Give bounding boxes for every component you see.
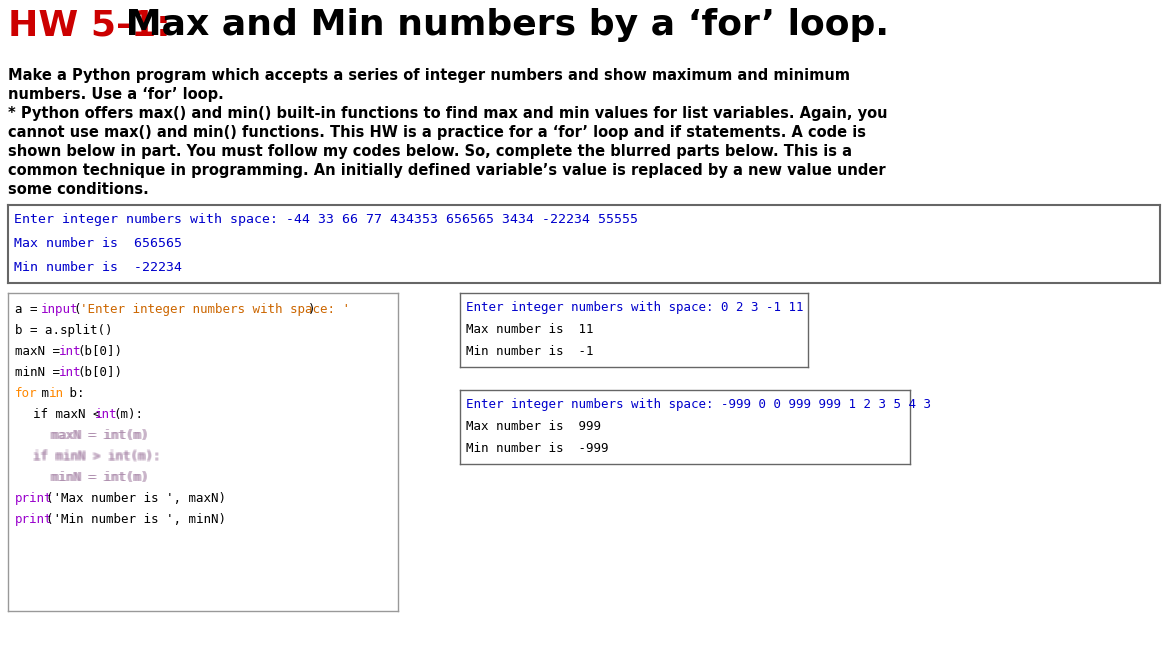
Text: maxN = int(m): maxN = int(m) (52, 429, 150, 442)
Text: if minN > int(m):: if minN > int(m): (34, 450, 162, 463)
Text: * Python offers max() and min() built-in functions to find max and min values fo: * Python offers max() and min() built-in… (8, 106, 888, 121)
Text: maxN =: maxN = (15, 345, 68, 358)
Text: (m):: (m): (112, 408, 143, 421)
Text: Enter integer numbers with space: -44 33 66 77 434353 656565 3434 -22234 55555: Enter integer numbers with space: -44 33… (14, 213, 638, 226)
Text: some conditions.: some conditions. (8, 182, 149, 197)
Text: m: m (34, 387, 56, 400)
Text: minN = int(m): minN = int(m) (52, 471, 150, 484)
Text: Max and Min numbers by a ‘for’ loop.: Max and Min numbers by a ‘for’ loop. (112, 8, 889, 42)
Text: print: print (15, 492, 53, 505)
Text: minN = int(m): minN = int(m) (50, 472, 148, 485)
Text: minN =: minN = (15, 366, 68, 379)
Text: ('Max number is ', maxN): ('Max number is ', maxN) (46, 492, 226, 505)
Text: int: int (59, 366, 82, 379)
Text: in: in (49, 387, 64, 400)
Text: int: int (95, 408, 117, 421)
Text: if maxN <: if maxN < (33, 408, 108, 421)
Text: 'Enter integer numbers with space: ': 'Enter integer numbers with space: ' (80, 303, 350, 316)
Text: Enter integer numbers with space: -999 0 0 999 999 1 2 3 5 4 3: Enter integer numbers with space: -999 0… (466, 398, 931, 411)
Text: minN = int(m): minN = int(m) (50, 471, 148, 484)
Text: ('Min number is ', minN): ('Min number is ', minN) (46, 513, 226, 526)
Text: Make a Python program which accepts a series of integer numbers and show maximum: Make a Python program which accepts a se… (8, 68, 850, 83)
Text: maxN = int(m): maxN = int(m) (50, 428, 148, 441)
Text: if minN > int(m):: if minN > int(m): (32, 450, 159, 463)
Text: Enter integer numbers with space: 0 2 3 -1 11: Enter integer numbers with space: 0 2 3 … (466, 301, 803, 314)
Text: Min number is  -1: Min number is -1 (466, 345, 594, 358)
Text: common technique in programming. An initially defined variable’s value is replac: common technique in programming. An init… (8, 163, 885, 178)
Text: if minN > int(m):: if minN > int(m): (32, 450, 159, 463)
Text: (b[0]): (b[0]) (77, 366, 122, 379)
Text: Max number is  11: Max number is 11 (466, 323, 594, 336)
Text: cannot use max() and min() functions. This HW is a practice for a ‘for’ loop and: cannot use max() and min() functions. Th… (8, 125, 867, 140)
Text: maxN = int(m): maxN = int(m) (52, 430, 150, 443)
Text: b = a.split(): b = a.split() (15, 324, 112, 337)
Text: minN = int(m): minN = int(m) (52, 472, 150, 485)
Text: (b[0]): (b[0]) (77, 345, 122, 358)
Text: ): ) (308, 303, 315, 316)
Text: (: ( (73, 303, 81, 316)
Text: if minN > int(m):: if minN > int(m): (33, 450, 160, 463)
Text: minN = int(m): minN = int(m) (52, 470, 149, 483)
Text: if minN > int(m):: if minN > int(m): (33, 450, 160, 463)
Text: if minN > int(m):: if minN > int(m): (32, 450, 159, 463)
Text: Max number is  999: Max number is 999 (466, 420, 601, 433)
Text: maxN = int(m): maxN = int(m) (50, 430, 148, 443)
Text: Min number is  -22234: Min number is -22234 (14, 261, 182, 274)
Text: shown below in part. You must follow my codes below. So, complete the blurred pa: shown below in part. You must follow my … (8, 144, 852, 159)
Text: maxN = int(m): maxN = int(m) (52, 428, 149, 441)
Text: if minN > int(m):: if minN > int(m): (33, 450, 160, 463)
Text: minN = int(m): minN = int(m) (52, 470, 150, 483)
Text: numbers. Use a ‘for’ loop.: numbers. Use a ‘for’ loop. (8, 87, 224, 102)
Text: for: for (15, 387, 37, 400)
Text: minN = int(m): minN = int(m) (52, 471, 149, 484)
Text: if minN > int(m):: if minN > int(m): (34, 450, 162, 463)
Text: a =: a = (15, 303, 44, 316)
Text: input: input (41, 303, 78, 316)
Text: HW 5-1:: HW 5-1: (8, 8, 171, 42)
Text: minN = int(m): minN = int(m) (52, 472, 149, 485)
Text: minN = int(m): minN = int(m) (50, 470, 148, 483)
Text: print: print (15, 513, 53, 526)
Text: b:: b: (62, 387, 84, 400)
Text: maxN = int(m): maxN = int(m) (52, 429, 149, 442)
Text: maxN = int(m): maxN = int(m) (52, 430, 149, 443)
Text: int: int (59, 345, 82, 358)
Text: maxN = int(m): maxN = int(m) (52, 428, 150, 441)
Text: if minN > int(m):: if minN > int(m): (34, 450, 162, 463)
Text: Max number is  656565: Max number is 656565 (14, 237, 182, 250)
Text: maxN = int(m): maxN = int(m) (50, 429, 148, 442)
Text: Min number is  -999: Min number is -999 (466, 442, 609, 455)
